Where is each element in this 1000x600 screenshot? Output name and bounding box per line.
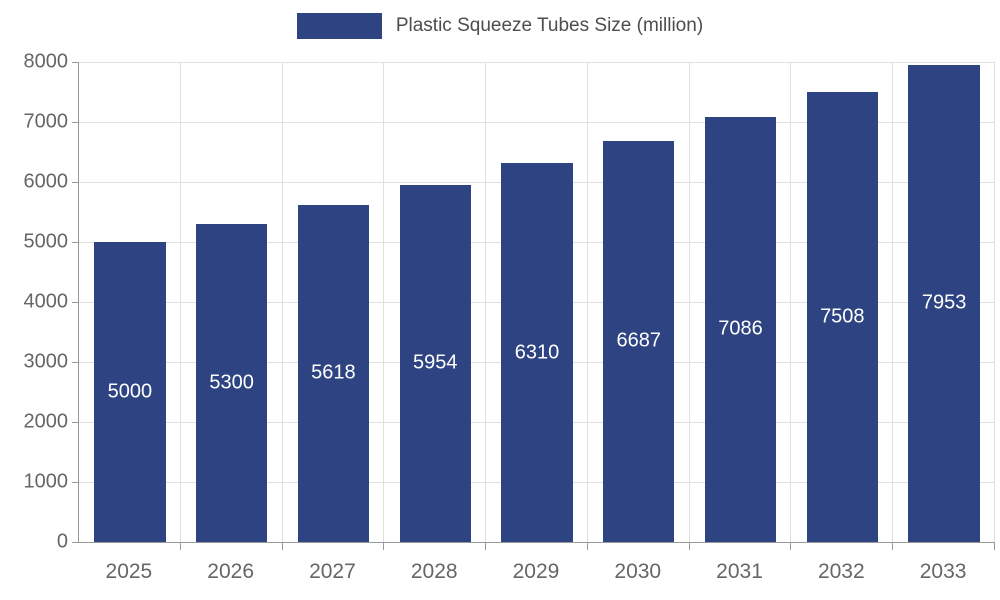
x-tick-mark [179, 543, 181, 550]
gridline-vertical [586, 62, 588, 542]
bar-value-label: 7953 [921, 291, 967, 314]
bar-2028[interactable]: 5954 [399, 184, 471, 542]
x-tick-label-2025: 2025 [105, 560, 153, 583]
x-tick-mark [281, 543, 283, 550]
bar-value-label: 7086 [718, 317, 763, 340]
y-tick-label: 1000 [23, 470, 69, 493]
y-tick-label: 6000 [23, 170, 69, 193]
y-tick-label: 7000 [23, 110, 69, 133]
y-tick-label: 0 [56, 530, 68, 553]
bar-2031[interactable]: 7086 [704, 116, 777, 542]
x-tick-label-2033: 2033 [919, 560, 967, 583]
x-tick-label-2032: 2032 [817, 560, 865, 583]
bar-2030[interactable]: 6687 [603, 140, 675, 542]
y-tick-label: 8000 [23, 50, 69, 73]
x-tick-mark [586, 543, 588, 550]
bar-value-label: 7508 [820, 305, 865, 328]
x-tick-mark [383, 543, 385, 550]
y-tick-label: 2000 [23, 410, 69, 433]
gridline-horizontal [79, 62, 995, 63]
bar-2027[interactable]: 5618 [297, 204, 370, 542]
y-axis-labels: 0 1000 2000 3000 4000 5000 6000 7000 8000 [0, 51, 69, 553]
x-tick-label-2030: 2030 [614, 560, 662, 583]
y-tick-label: 5000 [23, 230, 69, 253]
y-tick-label: 3000 [23, 350, 69, 373]
x-tick-label-2029: 2029 [512, 560, 560, 583]
x-tick-label-2026: 2026 [207, 560, 254, 583]
gridline-vertical [179, 62, 181, 542]
x-tick-mark [994, 543, 995, 550]
bar-2025[interactable]: 5000 [94, 242, 166, 542]
gridline-vertical [790, 62, 792, 542]
bar-2033[interactable]: 7953 [908, 64, 980, 542]
x-tick-mark [790, 543, 792, 550]
bar-value-label: 5618 [311, 361, 356, 384]
x-tick-label-2028: 2028 [410, 560, 458, 583]
gridline-vertical [485, 62, 487, 542]
legend-swatch [296, 13, 382, 39]
y-tick-mark [72, 482, 78, 483]
bar-value-label: 6310 [514, 341, 560, 364]
bar-2026[interactable]: 5300 [196, 224, 268, 542]
y-tick-mark [72, 542, 78, 543]
gridline-vertical [892, 62, 894, 542]
y-tick-mark [72, 122, 78, 123]
bar-value-label: 5000 [107, 380, 153, 403]
y-tick-label: 4000 [23, 290, 69, 313]
gridline-vertical [281, 62, 283, 542]
gridline-vertical [383, 62, 385, 542]
y-tick-mark [72, 422, 78, 423]
gridline-vertical [994, 62, 995, 542]
bar-value-label: 5300 [209, 371, 254, 394]
y-tick-mark [72, 302, 78, 303]
x-tick-label-2027: 2027 [309, 560, 356, 583]
y-tick-mark [72, 362, 78, 363]
bar-value-label: 6687 [616, 329, 662, 352]
plot-area: 5000 5300 5618 5954 6310 6687 7086 7508 7953 [72, 62, 995, 550]
bar-2032[interactable]: 7508 [806, 91, 878, 542]
legend-label: Plastic Squeeze Tubes Size (million) [395, 15, 704, 36]
gridline-vertical [688, 62, 690, 542]
y-tick-mark [72, 182, 78, 183]
x-axis-labels: 2025 2026 2027 2028 2029 2030 2031 2032 2033 [78, 560, 994, 590]
x-tick-mark [485, 543, 487, 550]
x-tick-mark [688, 543, 690, 550]
bar-value-label: 5954 [412, 351, 458, 374]
x-tick-mark [892, 543, 894, 550]
chart-legend[interactable]: Plastic Squeeze Tubes Size (million) [0, 13, 1000, 39]
y-tick-mark [72, 242, 78, 243]
gridline-horizontal [79, 122, 995, 123]
bar-2029[interactable]: 6310 [501, 163, 573, 542]
x-tick-label-2031: 2031 [716, 560, 763, 583]
y-tick-mark [72, 62, 78, 63]
